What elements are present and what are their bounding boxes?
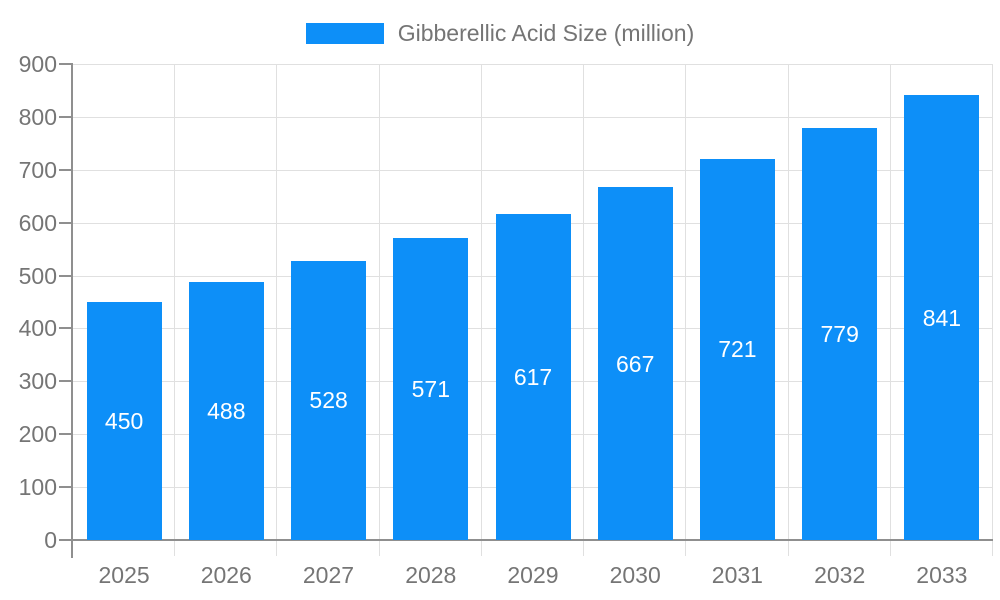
x-axis-label-2026: 2026 [200,562,252,588]
bar-2031[interactable]: 721 [699,158,775,540]
bar-2028[interactable]: 571 [393,238,469,540]
bar-value-label: 617 [513,363,553,390]
bar-2029[interactable]: 617 [495,213,571,540]
y-axis-tick [59,115,73,118]
y-axis-label: 100 [18,474,57,501]
gridline-vertical [787,64,789,556]
y-axis-tick [59,327,73,330]
gridline-vertical [992,64,993,556]
gridline-horizontal [73,64,993,65]
y-axis-tick [59,63,73,65]
x-axis-label-2030: 2030 [609,562,661,588]
y-axis-label: 200 [18,421,57,448]
gridline-vertical [889,64,891,556]
x-axis-label-2025: 2025 [98,562,150,588]
bar-value-label: 450 [104,408,144,434]
gridline-vertical [685,64,687,556]
x-axis-label-2028: 2028 [405,562,457,588]
bar-value-label: 721 [718,336,757,363]
bar-value-label: 667 [616,350,655,377]
x-axis-label-2032: 2032 [814,562,866,588]
legend: Gibberellic Acid Size (million) [0,20,1000,46]
bar-value-label: 779 [820,321,859,347]
gridline-vertical [174,64,176,556]
y-axis-tick [59,274,73,277]
bar-value-label: 528 [309,387,348,414]
y-axis-label: 400 [18,315,57,342]
y-axis-tick [59,168,73,171]
bar-2027[interactable]: 528 [291,260,367,540]
y-axis-tick [59,380,73,383]
y-axis-tick [59,486,73,489]
y-axis-label: 0 [44,527,57,553]
x-axis-label-2033: 2033 [916,562,968,588]
legend-label[interactable]: Gibberellic Acid Size (million) [397,20,695,46]
bar-2030[interactable]: 667 [597,187,673,540]
x-axis-label-2027: 2027 [302,562,355,588]
y-axis-line [71,64,73,558]
gridline-vertical [583,64,585,556]
y-axis-tick [59,221,73,224]
y-axis-label: 600 [18,209,57,236]
plot-area: 0 100 200 300 400 500 600 700 800 900 450 2025 488 20… [19,51,993,588]
gridline-horizontal [73,169,993,171]
legend-swatch[interactable] [305,22,384,44]
x-axis-line [71,539,993,541]
gridline-vertical [480,64,482,556]
bar-value-label: 488 [207,397,246,424]
bar-2026[interactable]: 488 [188,281,264,540]
gridline-vertical [378,64,380,556]
bar-2025[interactable]: 450 [86,302,162,540]
y-axis-label: 900 [18,51,57,77]
x-axis-label-2029: 2029 [507,562,559,588]
y-axis-label: 800 [18,103,57,130]
y-axis-label: 300 [18,368,57,395]
y-axis-tick [59,539,73,541]
bar-value-label: 841 [922,304,962,331]
gridline-horizontal [73,116,993,118]
y-axis-label: 500 [18,262,57,289]
y-axis-label: 700 [18,156,57,183]
bar-value-label: 571 [411,376,450,402]
y-axis-tick [59,433,73,436]
gridline-vertical [276,64,278,556]
x-axis-label-2031: 2031 [711,562,763,588]
bar-2033[interactable]: 841 [904,95,980,540]
bar-2032[interactable]: 779 [802,128,878,540]
